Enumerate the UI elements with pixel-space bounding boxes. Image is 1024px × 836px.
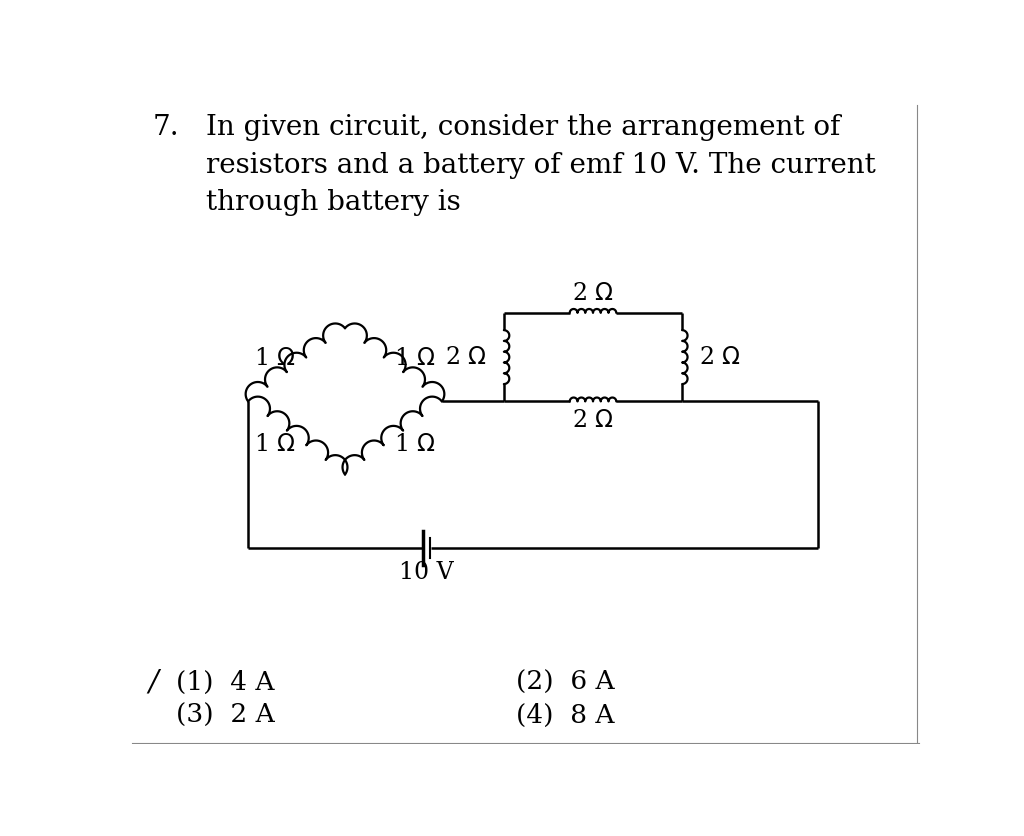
Text: 7.: 7. — [153, 115, 179, 141]
Text: 2 $\Omega$: 2 $\Omega$ — [572, 409, 613, 432]
Text: 1 $\Omega$: 1 $\Omega$ — [394, 432, 436, 456]
Text: 1 $\Omega$: 1 $\Omega$ — [254, 432, 296, 456]
Text: 2 $\Omega$: 2 $\Omega$ — [445, 345, 486, 369]
Text: 2 $\Omega$: 2 $\Omega$ — [699, 345, 740, 369]
Text: /: / — [147, 669, 158, 697]
Text: 2 $\Omega$: 2 $\Omega$ — [572, 282, 613, 305]
Text: (3)  2 A: (3) 2 A — [176, 702, 274, 727]
Text: In given circuit, consider the arrangement of
resistors and a battery of emf 10 : In given circuit, consider the arrangeme… — [206, 115, 876, 217]
Text: 10 V: 10 V — [399, 561, 454, 584]
Text: (1)  4 A: (1) 4 A — [176, 670, 274, 696]
Text: 1 $\Omega$: 1 $\Omega$ — [254, 347, 296, 370]
Text: (2)  6 A: (2) 6 A — [515, 670, 614, 696]
Text: (4)  8 A: (4) 8 A — [515, 702, 614, 727]
Text: 1 $\Omega$: 1 $\Omega$ — [394, 347, 436, 370]
